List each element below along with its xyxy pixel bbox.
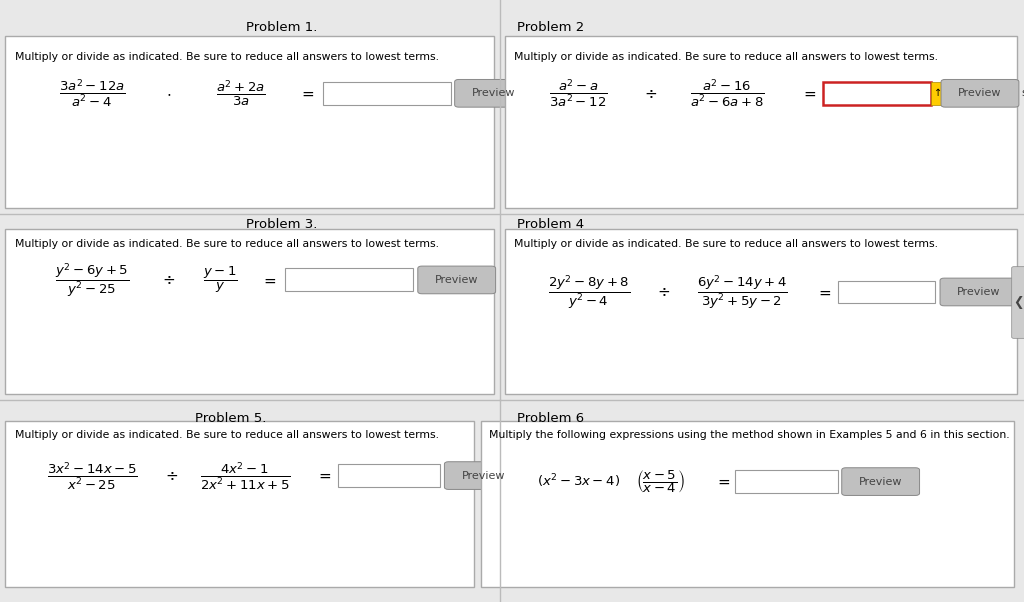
- Text: Multiply or divide as indicated. Be sure to reduce all answers to lowest terms.: Multiply or divide as indicated. Be sure…: [514, 52, 938, 62]
- FancyBboxPatch shape: [842, 468, 920, 495]
- FancyBboxPatch shape: [941, 79, 1019, 107]
- Text: $\dfrac{y - 1}{y}$: $\dfrac{y - 1}{y}$: [203, 265, 238, 295]
- FancyBboxPatch shape: [455, 79, 532, 107]
- Text: $\dfrac{6y^{2} - 14y + 4}{3y^{2} + 5y - 2}$: $\dfrac{6y^{2} - 14y + 4}{3y^{2} + 5y - …: [697, 273, 787, 311]
- Bar: [285, 268, 413, 291]
- Text: $=$: $=$: [261, 273, 278, 287]
- FancyBboxPatch shape: [1012, 267, 1024, 338]
- Text: Problem 1.: Problem 1.: [246, 20, 317, 34]
- Text: $\dfrac{2y^{2} - 8y + 8}{y^{2} - 4}$: $\dfrac{2y^{2} - 8y + 8}{y^{2} - 4}$: [548, 273, 630, 311]
- Text: $=$: $=$: [299, 86, 315, 101]
- Text: Multiply or divide as indicated. Be sure to reduce all answers to lowest terms.: Multiply or divide as indicated. Be sure…: [15, 52, 439, 62]
- Text: $=$: $=$: [801, 86, 817, 101]
- Bar: [735, 470, 838, 493]
- Text: $=$: $=$: [715, 474, 731, 489]
- Text: $=$: $=$: [816, 285, 833, 299]
- Bar: [5, 229, 494, 394]
- Bar: [505, 229, 1017, 394]
- Text: $\dfrac{3a^{2} - 12a}{a^{2} - 4}$: $\dfrac{3a^{2} - 12a}{a^{2} - 4}$: [58, 77, 126, 110]
- Text: Problem 6: Problem 6: [517, 412, 585, 425]
- Text: ↑: ↑: [934, 88, 942, 98]
- Bar: [823, 82, 931, 105]
- Text: Problem 2: Problem 2: [517, 20, 585, 34]
- Bar: [505, 36, 1017, 208]
- Text: Problem 4: Problem 4: [517, 218, 585, 231]
- Text: $\dfrac{y^{2} - 6y + 5}{y^{2} - 25}$: $\dfrac{y^{2} - 6y + 5}{y^{2} - 25}$: [55, 261, 129, 299]
- Bar: [323, 82, 451, 105]
- Text: Problem 5.: Problem 5.: [195, 412, 266, 425]
- Text: Problem 3.: Problem 3.: [246, 218, 317, 231]
- Text: $\dfrac{a^{2} - 16}{a^{2} - 6a + 8}$: $\dfrac{a^{2} - 16}{a^{2} - 6a + 8}$: [690, 77, 764, 110]
- Text: $=$: $=$: [315, 468, 332, 483]
- Text: $(x^{2} - 3x - 4)$: $(x^{2} - 3x - 4)$: [537, 473, 621, 491]
- Text: $\div$: $\div$: [166, 468, 178, 483]
- Text: $\dfrac{4x^{2} - 1}{2x^{2} + 11x + 5}$: $\dfrac{4x^{2} - 1}{2x^{2} + 11x + 5}$: [201, 459, 291, 492]
- Bar: [838, 281, 935, 303]
- Text: Multiply the following expressions using the method shown in Examples 5 and 6 in: Multiply the following expressions using…: [489, 430, 1010, 440]
- Text: $\div$: $\div$: [163, 273, 175, 287]
- FancyBboxPatch shape: [940, 278, 1018, 306]
- Text: Preview: Preview: [462, 471, 505, 480]
- Text: Multiply or divide as indicated. Be sure to reduce all answers to lowest terms.: Multiply or divide as indicated. Be sure…: [15, 430, 439, 440]
- Text: $\div$: $\div$: [657, 285, 670, 299]
- Text: $\dfrac{a^{2} - a}{3a^{2} - 12}$: $\dfrac{a^{2} - a}{3a^{2} - 12}$: [549, 77, 608, 110]
- Bar: [481, 421, 1014, 587]
- Text: Preview: Preview: [472, 88, 515, 98]
- FancyBboxPatch shape: [418, 266, 496, 294]
- Bar: [5, 36, 494, 208]
- Text: Preview: Preview: [958, 88, 1001, 98]
- FancyBboxPatch shape: [444, 462, 522, 489]
- Text: $\dfrac{a^{2} + 2a}{3a}$: $\dfrac{a^{2} + 2a}{3a}$: [216, 78, 265, 108]
- Text: $\div$: $\div$: [644, 86, 656, 101]
- Text: Multiply or divide as indicated. Be sure to reduce all answers to lowest terms.: Multiply or divide as indicated. Be sure…: [514, 239, 938, 249]
- Text: $\left(\dfrac{x - 5}{x - 4}\right)$: $\left(\dfrac{x - 5}{x - 4}\right)$: [636, 468, 685, 495]
- Text: Preview: Preview: [435, 275, 478, 285]
- Bar: [5, 421, 474, 587]
- Text: Preview: Preview: [859, 477, 902, 486]
- Text: $\dfrac{3x^{2} - 14x - 5}{x^{2} - 25}$: $\dfrac{3x^{2} - 14x - 5}{x^{2} - 25}$: [47, 459, 137, 492]
- Bar: [338, 464, 440, 487]
- Text: Multiply or divide as indicated. Be sure to reduce all answers to lowest terms.: Multiply or divide as indicated. Be sure…: [15, 239, 439, 249]
- Bar: [931, 82, 945, 105]
- Text: $\cdot$: $\cdot$: [166, 86, 172, 101]
- Text: ❮: ❮: [1014, 296, 1024, 309]
- Text: Preview: Preview: [957, 287, 1000, 297]
- Text: syntax err: syntax err: [1022, 88, 1024, 98]
